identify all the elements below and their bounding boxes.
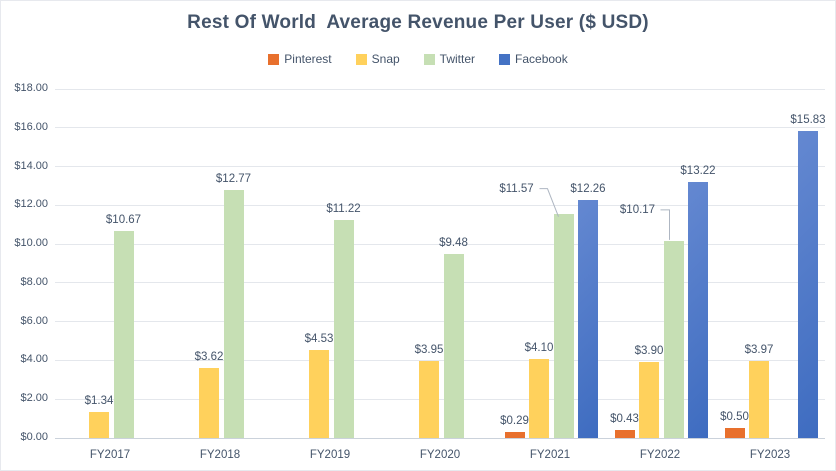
x-axis-label-fy2018: FY2018 (199, 449, 241, 461)
bar-snap-fy2020 (419, 361, 439, 438)
legend-swatch-pinterest (268, 53, 280, 65)
value-label-facebook-fy2022: $13.22 (680, 164, 716, 177)
y-axis-tick-label: $8.00 (20, 275, 48, 288)
bar-twitter-fy2020 (443, 254, 464, 438)
gridline (55, 282, 825, 284)
x-axis-label-fy2019: FY2019 (309, 449, 351, 461)
chart-title: Rest Of World Average Revenue Per User (… (187, 12, 649, 33)
y-axis-tick-label: $0.00 (20, 431, 48, 443)
gridline (55, 204, 825, 206)
value-label-pinterest-fy2021: $0.29 (500, 415, 529, 428)
legend-swatch-snap (355, 53, 367, 65)
legend-item-twitter: Twitter (423, 52, 476, 66)
value-label-twitter-fy2022: $10.17 (619, 203, 656, 216)
y-axis-tick-label: $12.00 (14, 198, 48, 211)
bar-twitter-fy2021 (553, 213, 574, 438)
value-label-twitter-fy2020: $9.48 (439, 237, 468, 250)
y-axis-tick-label: $14.00 (14, 159, 48, 172)
y-axis-tick-label: $2.00 (20, 392, 48, 405)
value-label-twitter-fy2019: $11.22 (326, 203, 361, 216)
bar-twitter-fy2022 (663, 240, 684, 438)
value-label-snap-fy2021: $4.10 (524, 341, 554, 354)
gridline (55, 321, 825, 323)
value-label-twitter-fy2021: $11.57 (499, 182, 534, 195)
gridline (55, 166, 825, 168)
value-label-snap-fy2023: $3.97 (744, 344, 774, 357)
bar-twitter-fy2017 (113, 231, 134, 438)
bar-snap-fy2021 (529, 358, 549, 438)
legend-swatch-facebook (499, 53, 511, 65)
bar-facebook-fy2021 (578, 200, 598, 438)
y-axis-tick-label: $10.00 (14, 237, 48, 250)
bar-pinterest-fy2023 (724, 428, 745, 438)
bar-pinterest-fy2021 (504, 432, 525, 438)
value-label-pinterest-fy2023: $0.50 (720, 411, 749, 424)
legend: Pinterest Snap Twitter Facebook (1, 52, 835, 66)
value-label-snap-fy2022: $3.90 (634, 345, 664, 358)
gridline (55, 398, 825, 400)
x-axis-label-fy2023: FY2023 (749, 449, 791, 461)
x-axis-label-fy2021: FY2021 (529, 449, 571, 461)
y-axis-tick-label: $16.00 (14, 120, 48, 133)
value-label-snap-fy2020: $3.95 (414, 344, 444, 357)
y-axis-tick-label: $6.00 (20, 314, 48, 327)
bar-snap-fy2017 (89, 412, 109, 438)
bar-facebook-fy2022 (688, 181, 708, 438)
gridline (55, 88, 825, 90)
value-label-snap-fy2017: $1.34 (84, 395, 114, 408)
gridline (55, 243, 825, 245)
legend-item-snap: Snap (355, 52, 400, 66)
legend-item-facebook: Facebook (499, 52, 568, 66)
bar-pinterest-fy2022 (614, 429, 635, 438)
bar-snap-fy2023 (749, 361, 769, 438)
legend-label-facebook: Facebook (515, 52, 568, 66)
bar-snap-fy2018 (199, 367, 219, 438)
x-axis-label-fy2020: FY2020 (419, 449, 461, 461)
x-axis-label-fy2022: FY2022 (639, 449, 681, 461)
x-axis-label-fy2017: FY2017 (89, 449, 131, 461)
value-label-pinterest-fy2022: $0.43 (610, 412, 639, 425)
legend-label-pinterest: Pinterest (284, 52, 332, 66)
legend-swatch-twitter (423, 53, 435, 65)
bar-twitter-fy2018 (223, 190, 244, 438)
legend-item-pinterest: Pinterest (268, 52, 332, 66)
bar-facebook-fy2023 (798, 131, 818, 438)
gridline (55, 127, 825, 129)
value-label-snap-fy2019: $4.53 (304, 333, 334, 346)
x-axis-line (55, 437, 825, 439)
bar-snap-fy2019 (309, 350, 329, 438)
y-axis-tick-label: $18.00 (14, 82, 48, 94)
gridline (55, 359, 825, 361)
legend-label-snap: Snap (371, 52, 400, 66)
value-label-twitter-fy2017: $10.67 (105, 214, 142, 227)
value-label-twitter-fy2018: $12.77 (215, 173, 252, 186)
value-label-facebook-fy2021: $12.26 (570, 183, 606, 196)
value-label-facebook-fy2023: $15.83 (790, 114, 826, 127)
value-label-snap-fy2018: $3.62 (194, 350, 224, 363)
legend-label-twitter: Twitter (439, 52, 476, 66)
y-axis-tick-label: $4.00 (20, 353, 48, 366)
bar-twitter-fy2019 (333, 220, 354, 438)
bar-snap-fy2022 (639, 362, 659, 438)
